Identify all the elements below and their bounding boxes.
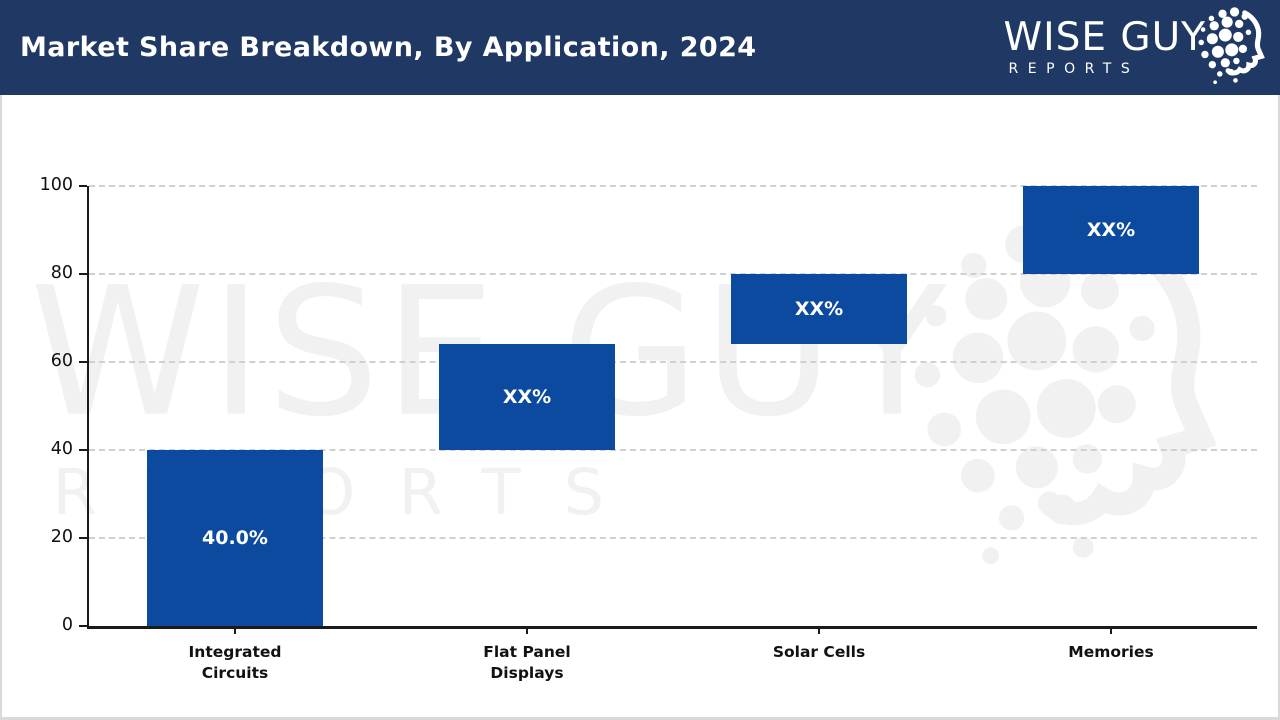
chart-area: WISE GUY REPORTS 0 20 40 60 80 100 40.0% Integr… [0, 95, 1280, 720]
y-axis-tick-label: 100 [39, 175, 73, 195]
x-axis-category-label: Solar Cells [772, 643, 866, 661]
y-axis-tick-mark [79, 625, 87, 627]
y-axis-tick-label: 60 [50, 351, 73, 371]
bar-value-label: XX% [1086, 219, 1136, 241]
x-axis-category-label: Integrated Circuits [188, 643, 282, 682]
plot-area: 0 20 40 60 80 100 40.0% Integrated Circuits XX% F… [40, 176, 1257, 682]
x-axis-tick-mark [234, 626, 236, 634]
y-axis-tick-mark [79, 449, 87, 451]
gridline [89, 185, 1257, 187]
header-bar: Market Share Breakdown, By Application, … [0, 0, 1280, 95]
y-axis-tick-mark [79, 537, 87, 539]
brand-logo: WISE GUY REPORTS [1004, 6, 1266, 90]
bar-value-label: XX% [794, 298, 844, 321]
bar-value-label: XX% [502, 386, 552, 409]
bar: XX% [439, 344, 615, 450]
bar-value-label: 40.0% [202, 527, 268, 549]
bar: 40.0% [147, 450, 323, 626]
x-axis-category-label: Memories [1068, 643, 1154, 661]
brand-logo-name: WISE GUY [1003, 15, 1206, 61]
chart-title: Market Share Breakdown, By Application, … [20, 32, 757, 63]
gridline [89, 537, 1257, 539]
x-axis-tick-mark [818, 626, 820, 634]
brand-logo-subtitle: REPORTS [1008, 60, 1140, 77]
x-axis-tick-mark [1110, 626, 1112, 634]
gridline [89, 361, 1257, 363]
y-axis-tick-mark [79, 361, 87, 363]
y-axis-tick-label: 80 [50, 263, 73, 283]
y-axis-tick-label: 40 [50, 439, 73, 459]
y-axis-tick-label: 20 [50, 527, 73, 547]
gridline [89, 273, 1257, 275]
y-axis-tick-mark [79, 185, 87, 187]
gridline [89, 449, 1257, 451]
y-axis-tick-mark [79, 273, 87, 275]
bar: XX% [1023, 186, 1199, 274]
dotted-head-icon [1192, 6, 1266, 90]
bar: XX% [731, 274, 907, 345]
x-axis-category-label: Flat Panel Displays [483, 643, 571, 682]
y-axis-tick-label: 0 [61, 615, 73, 635]
x-axis-tick-mark [526, 626, 528, 634]
